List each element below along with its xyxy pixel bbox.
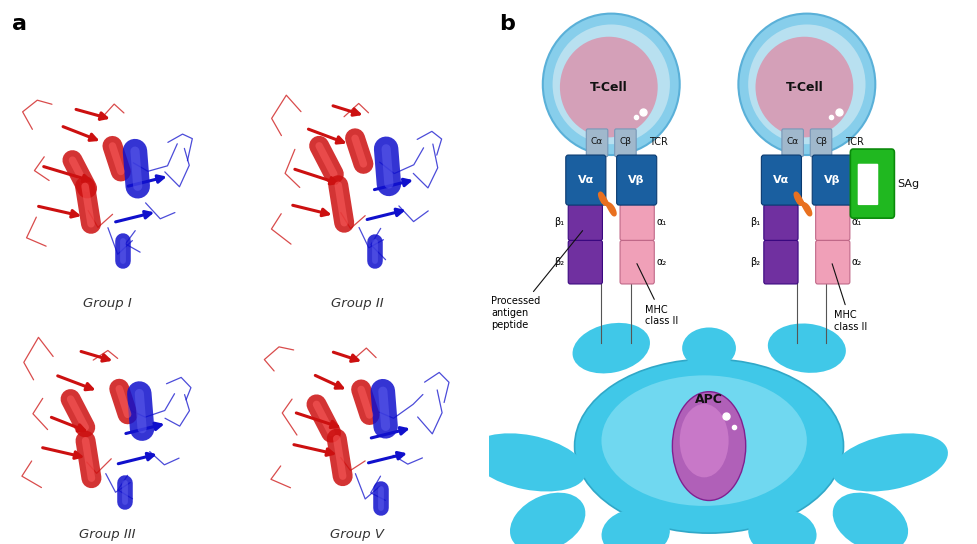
Text: α₂: α₂: [656, 257, 665, 267]
Text: β₁: β₁: [554, 218, 564, 227]
Ellipse shape: [470, 434, 585, 491]
FancyBboxPatch shape: [619, 240, 654, 284]
Text: Group II: Group II: [330, 297, 383, 310]
Text: Group I: Group I: [83, 297, 132, 310]
Text: α₁: α₁: [851, 218, 861, 227]
FancyBboxPatch shape: [616, 155, 657, 205]
Text: a: a: [12, 14, 27, 34]
Text: Vα: Vα: [773, 175, 788, 185]
Ellipse shape: [601, 375, 806, 506]
FancyBboxPatch shape: [781, 129, 803, 157]
Ellipse shape: [831, 434, 947, 491]
Ellipse shape: [755, 36, 852, 137]
Ellipse shape: [747, 24, 865, 144]
Text: Group V: Group V: [329, 528, 384, 541]
FancyBboxPatch shape: [811, 155, 852, 205]
Ellipse shape: [601, 509, 669, 544]
FancyBboxPatch shape: [809, 129, 830, 157]
Text: α₁: α₁: [656, 218, 665, 227]
FancyBboxPatch shape: [850, 149, 894, 218]
Text: TCR: TCR: [649, 137, 667, 147]
Text: Cβ: Cβ: [814, 138, 827, 146]
Text: α₂: α₂: [851, 257, 861, 267]
FancyBboxPatch shape: [619, 205, 654, 240]
FancyBboxPatch shape: [568, 205, 602, 240]
Text: β₂: β₂: [749, 257, 759, 267]
FancyBboxPatch shape: [568, 240, 602, 284]
Ellipse shape: [574, 359, 842, 533]
Text: SAg: SAg: [897, 179, 918, 189]
Text: b: b: [498, 14, 514, 34]
Ellipse shape: [509, 493, 585, 544]
Text: MHC
class II: MHC class II: [831, 264, 866, 332]
Ellipse shape: [572, 323, 650, 373]
Text: Vβ: Vβ: [628, 175, 644, 185]
FancyBboxPatch shape: [815, 240, 849, 284]
Ellipse shape: [679, 404, 728, 478]
FancyBboxPatch shape: [615, 129, 636, 157]
Ellipse shape: [672, 392, 744, 500]
Text: Vβ: Vβ: [824, 175, 839, 185]
Text: Processed
antigen
peptide: Processed antigen peptide: [490, 231, 582, 330]
FancyBboxPatch shape: [857, 164, 877, 205]
Text: MHC
class II: MHC class II: [636, 264, 678, 326]
FancyBboxPatch shape: [763, 240, 797, 284]
Ellipse shape: [552, 24, 669, 144]
Ellipse shape: [747, 509, 816, 544]
FancyBboxPatch shape: [763, 205, 797, 240]
Text: Cα: Cα: [786, 138, 798, 146]
Text: Group III: Group III: [79, 528, 136, 541]
Ellipse shape: [831, 493, 908, 544]
FancyBboxPatch shape: [585, 129, 608, 157]
FancyBboxPatch shape: [565, 155, 606, 205]
FancyBboxPatch shape: [815, 205, 849, 240]
Text: TCR: TCR: [844, 137, 863, 147]
Text: β₁: β₁: [749, 218, 759, 227]
Text: Cα: Cα: [590, 138, 603, 146]
Ellipse shape: [559, 36, 657, 137]
Ellipse shape: [738, 14, 874, 155]
Ellipse shape: [682, 327, 736, 369]
Text: Vα: Vα: [577, 175, 593, 185]
FancyBboxPatch shape: [760, 155, 801, 205]
Text: β₂: β₂: [554, 257, 564, 267]
Ellipse shape: [767, 324, 845, 373]
Text: T-Cell: T-Cell: [785, 81, 823, 94]
Text: T-Cell: T-Cell: [589, 81, 627, 94]
Text: APC: APC: [695, 393, 722, 406]
Text: Cβ: Cβ: [618, 138, 631, 146]
Ellipse shape: [542, 14, 679, 155]
